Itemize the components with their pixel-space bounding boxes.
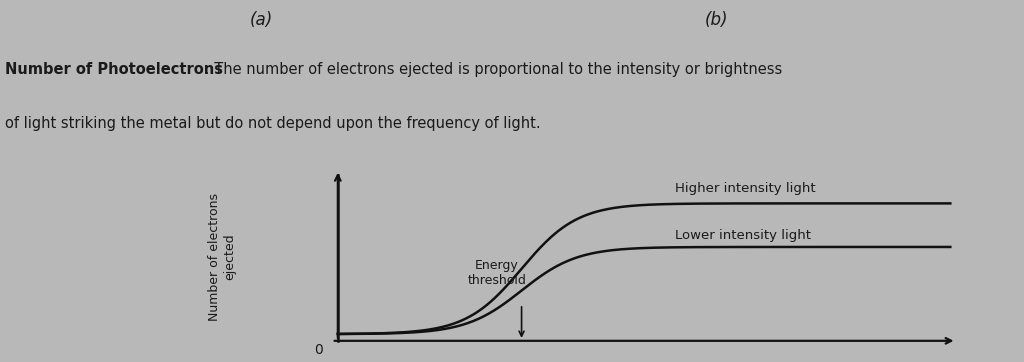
Text: (b): (b) — [706, 11, 728, 29]
Text: Lower intensity light: Lower intensity light — [675, 229, 811, 242]
Text: Number of electrons
ejected: Number of electrons ejected — [208, 193, 236, 321]
Text: Number of Photoelectrons: Number of Photoelectrons — [5, 62, 223, 76]
Text: 0: 0 — [313, 343, 323, 357]
Text: Energy
threshold: Energy threshold — [468, 259, 526, 287]
Text: : The number of electrons ejected is proportional to the intensity or brightness: : The number of electrons ejected is pro… — [200, 62, 782, 76]
Text: (a): (a) — [250, 11, 272, 29]
Text: Higher intensity light: Higher intensity light — [675, 182, 815, 195]
Text: of light striking the metal but do not depend upon the frequency of light.: of light striking the metal but do not d… — [5, 116, 541, 131]
